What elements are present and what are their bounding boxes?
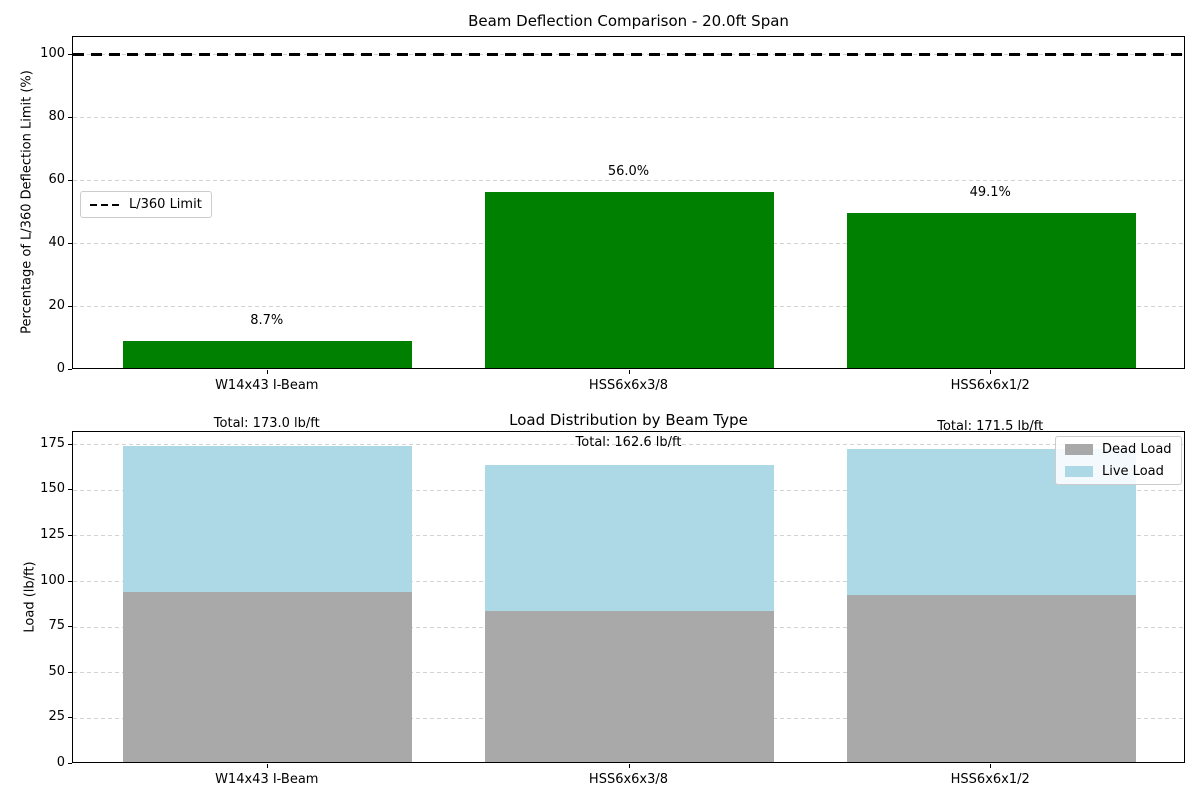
y-tick-mark-0 (68, 763, 72, 764)
bar-segment-dead-load-hss6x6x1-2 (846, 595, 1136, 762)
y-tick-label-80: 80 (48, 108, 65, 124)
y-tick-label-25: 25 (48, 709, 65, 725)
y-tick-label-75: 75 (48, 618, 65, 634)
legend-entry-live-load: Live Load (1065, 464, 1172, 479)
value-label-w14x43-i-beam: 8.7% (250, 312, 284, 328)
deflection-legend: L/360 Limit (80, 191, 212, 218)
x-tick-label-hss6x6x1-2: HSS6x6x1/2 (950, 378, 1030, 393)
y-tick-mark-60 (68, 179, 72, 181)
y-tick-mark-175 (68, 443, 72, 445)
y-tick-label-40: 40 (48, 234, 65, 250)
y-tick-mark-150 (68, 489, 72, 491)
deflection-plot-area (72, 36, 1185, 369)
bar-hss6x6x3-8 (484, 191, 775, 368)
dashed-line-legend-key-icon (90, 203, 120, 206)
y-tick-label-100: 100 (40, 45, 65, 61)
l360-limit-line (73, 53, 1184, 57)
y-tick-label-150: 150 (40, 481, 65, 497)
dead-load-swatch-icon (1065, 444, 1093, 455)
legend-entry-l360-limit: L/360 Limit (90, 197, 202, 212)
live-load-swatch-icon (1065, 466, 1093, 477)
gridline-y-60 (73, 180, 1184, 182)
x-tick-mark-hss6x6x1-2 (990, 764, 992, 768)
value-label-hss6x6x3-8: 56.0% (607, 163, 650, 179)
bar-segment-dead-load-w14x43-i-beam (123, 592, 413, 762)
y-tick-label-20: 20 (48, 297, 65, 313)
y-tick-label-175: 175 (40, 435, 65, 451)
load-legend: Dead Load Live Load (1055, 436, 1182, 485)
legend-entry-dead-load: Dead Load (1065, 442, 1172, 457)
y-tick-label-0: 0 (56, 755, 65, 770)
y-tick-mark-50 (68, 671, 72, 673)
y-tick-mark-25 (68, 717, 72, 719)
x-tick-label-hss6x6x1-2: HSS6x6x1/2 (950, 772, 1030, 787)
y-tick-mark-100 (68, 580, 72, 582)
bar-segment-live-load-hss6x6x3-8 (484, 465, 775, 612)
y-tick-label-100: 100 (40, 572, 65, 588)
y-tick-label-125: 125 (40, 526, 65, 542)
bar-w14x43-i-beam (123, 340, 413, 368)
deflection-chart: Beam Deflection Comparison - 20.0ft Span… (20, 12, 1185, 393)
y-tick-mark-80 (68, 116, 72, 118)
x-tick-label-w14x43-i-beam: W14x43 I-Beam (215, 378, 319, 393)
y-tick-mark-20 (68, 305, 72, 307)
x-tick-mark-hss6x6x3-8 (628, 764, 630, 768)
bar-segment-live-load-w14x43-i-beam (123, 446, 413, 593)
total-label-hss6x6x1-2: Total: 171.5 lb/ft (937, 419, 1044, 435)
y-tick-label-60: 60 (48, 171, 65, 187)
x-tick-label-hss6x6x3-8: HSS6x6x3/8 (588, 378, 669, 393)
legend-label: L/360 Limit (129, 197, 202, 212)
x-tick-mark-hss6x6x3-8 (628, 370, 630, 374)
bar-hss6x6x1-2 (846, 213, 1136, 368)
gridline-y-175 (73, 444, 1184, 446)
load-chart-title: Load Distribution by Beam Type (509, 411, 748, 429)
value-label-hss6x6x1-2: 49.1% (969, 185, 1011, 201)
legend-label: Live Load (1102, 464, 1164, 479)
y-tick-mark-40 (68, 242, 72, 244)
x-tick-mark-w14x43-i-beam (266, 764, 268, 768)
x-tick-label-hss6x6x3-8: HSS6x6x3/8 (588, 772, 669, 787)
load-distribution-chart: Load Distribution by Beam Type Load (lb/… (0, 400, 1200, 800)
x-tick-mark-hss6x6x1-2 (990, 370, 992, 374)
y-tick-mark-0 (68, 369, 72, 370)
y-tick-label-0: 0 (56, 361, 65, 376)
total-label-w14x43-i-beam: Total: 173.0 lb/ft (213, 416, 320, 432)
y-tick-mark-100 (68, 53, 72, 55)
x-tick-label-w14x43-i-beam: W14x43 I-Beam (215, 772, 319, 787)
load-plot-area (72, 431, 1185, 763)
legend-label: Dead Load (1102, 442, 1172, 457)
y-tick-mark-125 (68, 534, 72, 536)
deflection-chart-title: Beam Deflection Comparison - 20.0ft Span (468, 12, 789, 30)
y-tick-mark-75 (68, 626, 72, 628)
total-label-hss6x6x3-8: Total: 162.6 lb/ft (575, 435, 682, 451)
x-tick-mark-w14x43-i-beam (266, 370, 268, 374)
bar-segment-dead-load-hss6x6x3-8 (484, 611, 775, 762)
y-tick-label-50: 50 (48, 663, 65, 679)
gridline-y-80 (73, 117, 1184, 119)
